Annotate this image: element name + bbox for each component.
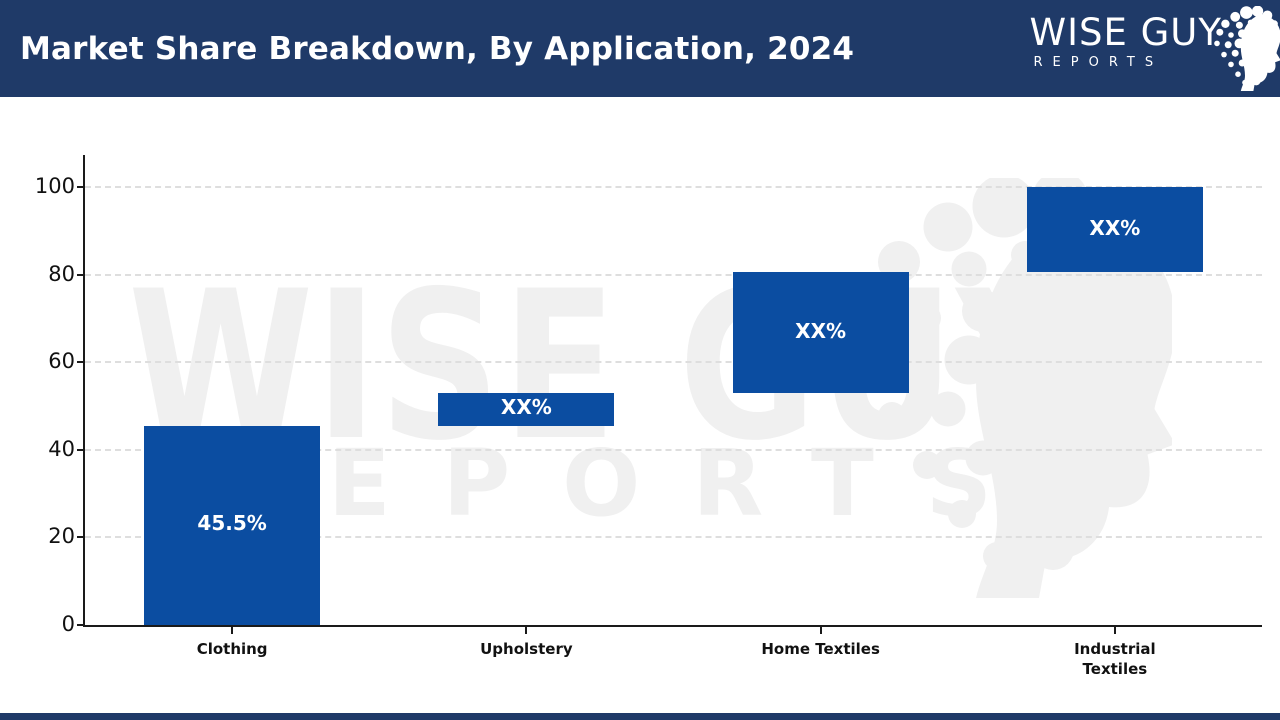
y-tick-40: [77, 448, 85, 451]
gridline-20: [85, 536, 1262, 539]
x-tick-upholstery: [525, 627, 528, 634]
y-tick-label-0: 0: [61, 612, 75, 636]
gridline-100: [85, 186, 1262, 188]
y-tick-label-40: 40: [48, 436, 75, 461]
wiseguy-logo: WISE GUY REPORTS: [1029, 6, 1280, 91]
bar-upholstery: [438, 392, 615, 426]
bar-label-home-textiles: XX%: [795, 318, 847, 343]
x-axis-spine: [83, 625, 1262, 627]
gridline-60: [85, 361, 1262, 364]
bar-industrial-textiles: [1026, 187, 1203, 273]
watermark-text-line2: REPORTS: [205, 430, 1045, 537]
x-tick-clothing: [231, 627, 234, 634]
y-tick-label-100: 100: [34, 174, 75, 198]
header-bar: Market Share Breakdown, By Application, …: [0, 0, 1280, 97]
page-title: Market Share Breakdown, By Application, …: [20, 30, 855, 67]
y-tick-label-20: 20: [48, 524, 75, 549]
y-tick-0: [77, 624, 85, 626]
gridline-80: [85, 273, 1262, 276]
footer-bar: [0, 713, 1280, 720]
bar-home-textiles: [732, 272, 909, 393]
y-tick-label-80: 80: [48, 261, 75, 286]
x-category-label-industrial-textiles: Industrial Textiles: [1074, 640, 1156, 679]
logo-text-line1: WISE GUY: [1029, 11, 1222, 54]
y-tick-label-60: 60: [48, 349, 75, 374]
gridline-40: [85, 448, 1262, 451]
bar-label-industrial-textiles: XX%: [1089, 215, 1141, 240]
bar-label-upholstery: XX%: [500, 395, 552, 420]
y-tick-80: [77, 273, 85, 276]
x-category-label-home-textiles: Home Textiles: [761, 640, 880, 658]
logo-text-line2: REPORTS: [1033, 54, 1164, 70]
bar-clothing: [144, 425, 321, 625]
wiseguy-head-icon: [1214, 6, 1280, 91]
y-tick-20: [77, 536, 85, 539]
bar-label-clothing: 45.5%: [197, 511, 267, 536]
x-category-label-clothing: Clothing: [196, 640, 268, 658]
y-axis-spine: [83, 155, 85, 627]
x-tick-industrial-textiles: [1113, 627, 1116, 634]
y-tick-60: [77, 361, 85, 364]
x-tick-home-textiles: [819, 627, 822, 634]
y-tick-100: [77, 186, 85, 188]
x-category-label-upholstery: Upholstery: [480, 640, 573, 658]
